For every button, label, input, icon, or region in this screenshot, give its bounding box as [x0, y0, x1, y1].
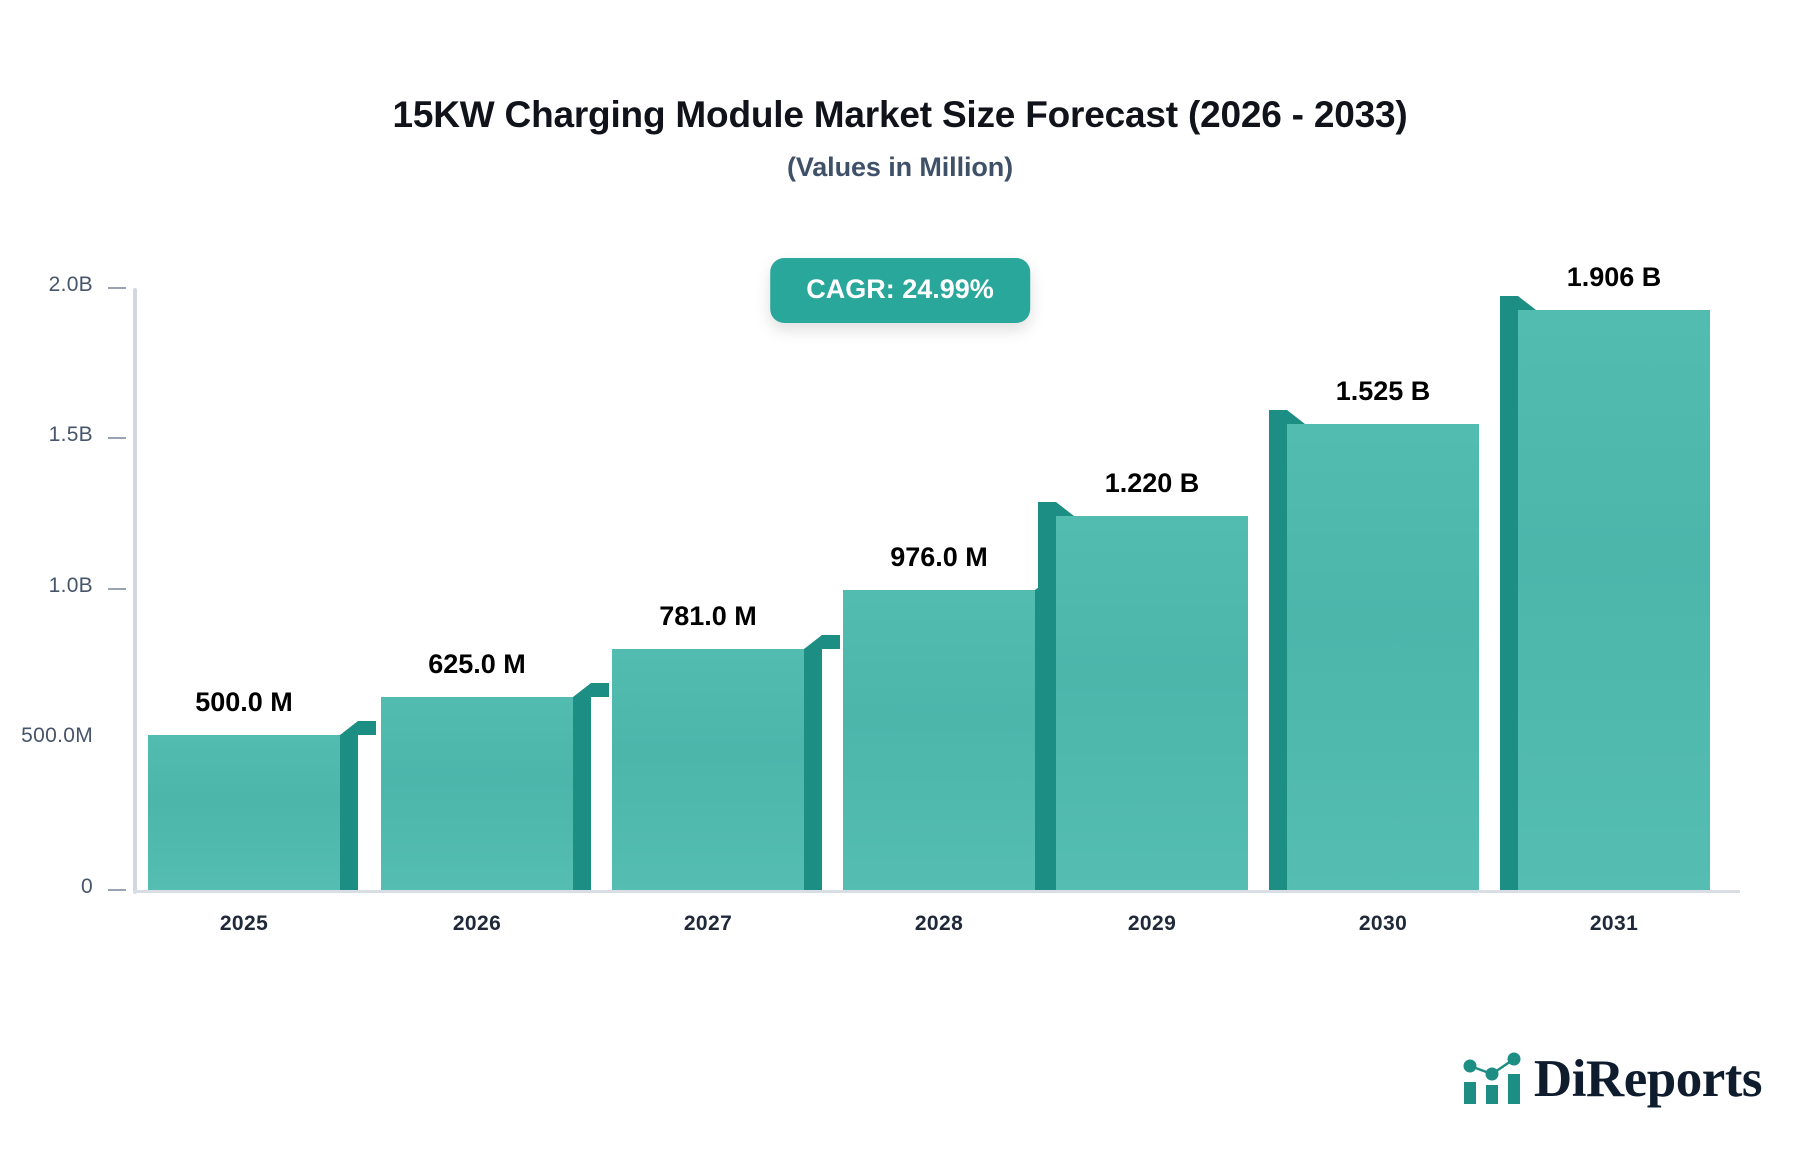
bar-front-face — [1287, 424, 1479, 890]
bar-top-face — [1500, 296, 1536, 310]
y-axis-tick-label: 500.0M — [21, 724, 93, 747]
bar-top-face — [340, 721, 376, 735]
bar-2026[interactable]: 625.0 M — [381, 649, 609, 890]
direports-logo: DiReports — [1462, 1049, 1763, 1108]
bar-chart-logo-icon — [1463, 1052, 1521, 1104]
bar-side-face — [1038, 516, 1056, 890]
bar-top-face — [804, 635, 840, 649]
y-axis-tick-label: 0 — [81, 875, 93, 898]
bar-value-label: 1.220 B — [1104, 468, 1200, 498]
bar-2025[interactable]: 500.0 M — [148, 687, 376, 890]
bar-front-face — [148, 735, 340, 890]
x-axis-label-2025: 2025 — [219, 912, 269, 935]
bar-side-face — [1269, 424, 1287, 890]
bar-side-face — [340, 735, 358, 890]
x-axis-label-2026: 2026 — [452, 912, 502, 935]
bar-value-label: 1.525 B — [1335, 376, 1431, 406]
bar-side-face — [1500, 310, 1518, 890]
bar-value-label: 500.0 M — [195, 687, 293, 717]
y-axis-tick-mark — [108, 889, 126, 891]
bar-side-face — [804, 649, 822, 890]
bar-value-label: 1.906 B — [1566, 262, 1662, 292]
y-axis-tick-label: 2.0B — [48, 273, 93, 296]
bar-2027[interactable]: 781.0 M — [612, 601, 840, 890]
chart-subtitle: (Values in Million) — [786, 151, 1014, 182]
bar-front-face — [1056, 516, 1248, 890]
chart-header: 15KW Charging Module Market Size Forecas… — [0, 94, 1800, 183]
bar-side-face — [573, 697, 591, 890]
y-axis-tick-label: 1.5B — [48, 423, 93, 446]
bar-2028[interactable]: 976.0 M — [843, 542, 1071, 890]
bar-front-face — [612, 649, 804, 890]
bar-top-face — [573, 683, 609, 697]
bar-front-face — [843, 590, 1035, 890]
y-axis-tick-mark — [108, 437, 126, 439]
cagr-badge: CAGR: 24.99% — [770, 258, 1030, 323]
y-axis-tick-mark — [108, 588, 126, 590]
bar-front-face — [381, 697, 573, 890]
x-axis-line — [133, 890, 1740, 893]
y-axis-tick-label: 1.0B — [48, 574, 93, 597]
x-axis-label-2030: 2030 — [1358, 912, 1408, 935]
y-axis-tick-mark — [108, 287, 126, 289]
page-title: 15KW Charging Module Market Size Forecas… — [392, 94, 1408, 135]
bar-2030[interactable]: 1.525 B — [1269, 376, 1479, 890]
bar-top-face — [1038, 502, 1074, 516]
y-axis-line — [133, 288, 137, 894]
bar-top-face — [1269, 410, 1305, 424]
logo-text: DiReports — [1533, 1049, 1763, 1108]
x-axis-label-2028: 2028 — [914, 912, 964, 935]
bar-2031[interactable]: 1.906 B — [1500, 262, 1710, 890]
x-axis-label-2029: 2029 — [1127, 912, 1177, 935]
bar-2029[interactable]: 1.220 B — [1038, 468, 1248, 890]
bar-value-label: 976.0 M — [890, 542, 988, 572]
bar-value-label: 625.0 M — [428, 649, 526, 679]
x-axis-label-2031: 2031 — [1589, 912, 1639, 935]
bar-value-label: 781.0 M — [659, 601, 757, 631]
bar-front-face — [1518, 310, 1710, 890]
x-axis-label-2027: 2027 — [683, 912, 733, 935]
